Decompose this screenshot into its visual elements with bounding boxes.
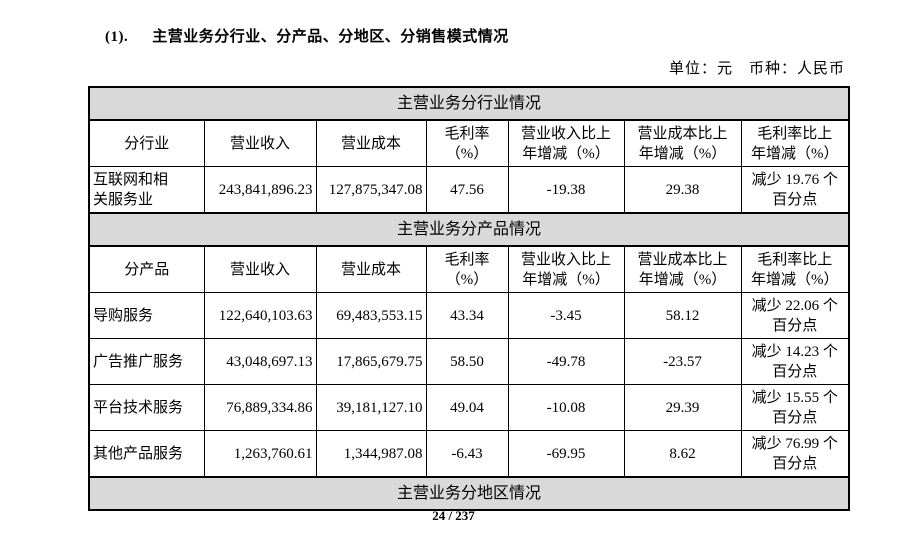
product-header-row: 分产品 营业收入 营业成本 毛利率 （%） 营业收入比上 年增减（%） 营业成本… [88, 245, 850, 293]
product-data-row: 其他产品服务 1,263,760.61 1,344,987.08 -6.43 -… [88, 430, 850, 478]
product-gross-margin-cell: 58.50 [425, 338, 509, 385]
product-cost-cell: 69,483,553.15 [315, 292, 427, 339]
product-cost-cell: 39,181,127.10 [315, 384, 427, 431]
industry-revenue-cell: 243,841,896.23 [203, 166, 317, 214]
industry-header-row: 分行业 营业收入 营业成本 毛利率 （%） 营业收入比上 年增减（%） 营业成本… [88, 119, 850, 167]
col-header-product: 分产品 [88, 245, 205, 293]
page-number: 24 / 237 [432, 508, 475, 523]
product-gross-margin-cell: -6.43 [425, 430, 509, 478]
section-title-product: 主营业务分产品情况 [88, 212, 850, 247]
col-header-cost: 营业成本 [315, 245, 427, 293]
unit-currency-note: 单位：元 币种：人民币 [668, 61, 845, 77]
col-header-revenue: 营业收入 [203, 119, 317, 167]
section-band-industry: 主营业务分行业情况 [88, 86, 850, 121]
main-business-table: 主营业务分行业情况 分行业 营业收入 营业成本 毛利率 （%） 营业收入比上 年… [88, 86, 851, 511]
product-cost-yoy-cell: 8.62 [623, 430, 742, 478]
product-revenue-cell: 43,048,697.13 [203, 338, 317, 385]
col-header-cost-yoy: 营业成本比上 年增减（%） [623, 119, 742, 167]
product-revenue-yoy-cell: -10.08 [507, 384, 625, 431]
industry-cost-cell: 127,875,347.08 [315, 166, 427, 214]
product-revenue-cell: 1,263,760.61 [203, 430, 317, 478]
product-margin-yoy-cell: 减少 15.55 个 百分点 [740, 384, 850, 431]
col-header-margin-yoy: 毛利率比上 年增减（%） [740, 245, 850, 293]
product-name-cell: 平台技术服务 [88, 384, 205, 431]
product-name-cell: 导购服务 [88, 292, 205, 339]
col-header-margin-yoy: 毛利率比上 年增减（%） [740, 119, 850, 167]
product-data-row: 导购服务 122,640,103.63 69,483,553.15 43.34 … [88, 292, 850, 339]
section-title-industry: 主营业务分行业情况 [88, 86, 850, 121]
industry-gross-margin-cell: 47.56 [425, 166, 509, 214]
product-revenue-cell: 122,640,103.63 [203, 292, 317, 339]
col-header-gross-margin: 毛利率 （%） [425, 119, 509, 167]
product-data-row: 平台技术服务 76,889,334.86 39,181,127.10 49.04… [88, 384, 850, 431]
product-gross-margin-cell: 49.04 [425, 384, 509, 431]
product-cost-yoy-cell: -23.57 [623, 338, 742, 385]
col-header-revenue-yoy: 营业收入比上 年增减（%） [507, 119, 625, 167]
product-revenue-yoy-cell: -49.78 [507, 338, 625, 385]
industry-revenue-yoy-cell: -19.38 [507, 166, 625, 214]
section-band-product: 主营业务分产品情况 [88, 212, 850, 247]
page-title-index: (1). [105, 29, 129, 45]
industry-cost-yoy-cell: 29.38 [623, 166, 742, 214]
product-cost-yoy-cell: 29.39 [623, 384, 742, 431]
product-cost-cell: 1,344,987.08 [315, 430, 427, 478]
section-band-region: 主营业务分地区情况 [88, 476, 850, 511]
col-header-revenue: 营业收入 [203, 245, 317, 293]
product-cost-cell: 17,865,679.75 [315, 338, 427, 385]
col-header-cost-yoy: 营业成本比上 年增减（%） [623, 245, 742, 293]
product-margin-yoy-cell: 减少 22.06 个 百分点 [740, 292, 850, 339]
section-title-region: 主营业务分地区情况 [88, 476, 850, 511]
product-revenue-yoy-cell: -3.45 [507, 292, 625, 339]
product-data-row: 广告推广服务 43,048,697.13 17,865,679.75 58.50… [88, 338, 850, 385]
col-header-cost: 营业成本 [315, 119, 427, 167]
page-title: (1). 主营业务分行业、分产品、分地区、分销售模式情况 [105, 25, 509, 46]
product-margin-yoy-cell: 减少 14.23 个 百分点 [740, 338, 850, 385]
product-revenue-cell: 76,889,334.86 [203, 384, 317, 431]
product-gross-margin-cell: 43.34 [425, 292, 509, 339]
industry-data-row: 互联网和相 关服务业 243,841,896.23 127,875,347.08… [88, 166, 850, 214]
page-title-text: 主营业务分行业、分产品、分地区、分销售模式情况 [152, 28, 509, 45]
col-header-gross-margin: 毛利率 （%） [425, 245, 509, 293]
col-header-revenue-yoy: 营业收入比上 年增减（%） [507, 245, 625, 293]
product-margin-yoy-cell: 减少 76.99 个 百分点 [740, 430, 850, 478]
product-name-cell: 广告推广服务 [88, 338, 205, 385]
product-cost-yoy-cell: 58.12 [623, 292, 742, 339]
product-name-cell: 其他产品服务 [88, 430, 205, 478]
industry-name-cell: 互联网和相 关服务业 [88, 166, 205, 214]
col-header-industry: 分行业 [88, 119, 205, 167]
product-revenue-yoy-cell: -69.95 [507, 430, 625, 478]
industry-margin-yoy-cell: 减少 19.76 个 百分点 [740, 166, 850, 214]
